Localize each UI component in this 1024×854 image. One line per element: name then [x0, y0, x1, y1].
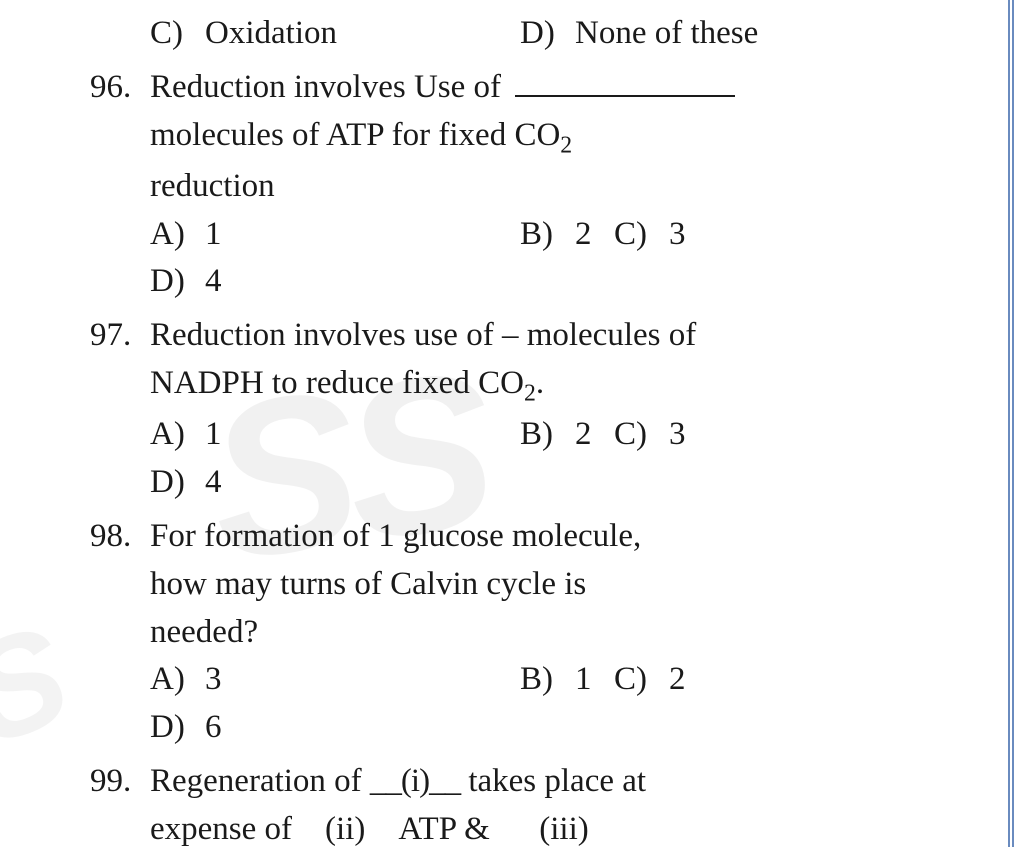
question-99: 99. Regeneration of __(i)__ takes place … — [90, 758, 984, 854]
q99-line1a: Regeneration of — [150, 763, 370, 799]
q96-option-c: C)3 — [614, 211, 984, 259]
subscript: 2 — [524, 381, 536, 407]
option-label: B) — [520, 656, 575, 704]
q99-line2a: expense of — [150, 811, 292, 847]
q98-option-a: A)3 — [150, 656, 520, 704]
question-text: Regeneration of __(i)__ takes place at e… — [150, 758, 984, 854]
q97-line2-end: . — [536, 365, 544, 401]
option-label: D) — [150, 459, 205, 507]
q97-options: A)1 B)2 C)3 D)4 — [90, 411, 984, 507]
question-text: Reduction involves Use of molecules of A… — [150, 64, 984, 211]
question-97: 97. Reduction involves use of – molecule… — [90, 312, 984, 411]
q99-line2b: ATP & — [398, 811, 489, 847]
option-label: B) — [520, 411, 575, 459]
option-text: 2 — [575, 411, 592, 459]
prev-option-c: C) Oxidation — [150, 10, 520, 58]
question-text: Reduction involves use of – molecules of… — [150, 312, 984, 411]
q97-line1: Reduction involves use of – molecules of — [150, 317, 696, 353]
option-label: A) — [150, 211, 205, 259]
q99-line1b: takes place at — [460, 763, 646, 799]
option-text: 3 — [669, 411, 686, 459]
option-text: 6 — [205, 704, 222, 752]
question-98: 98. For formation of 1 glucose molecule,… — [90, 513, 984, 657]
prev-option-d: D) None of these — [520, 10, 758, 58]
q98-options: A)3 B)1 C)2 D)6 — [90, 656, 984, 752]
q96-option-d: D)4 — [150, 258, 984, 306]
q98-line1: For formation of 1 glucose molecule, — [150, 518, 641, 554]
right-double-border — [1008, 0, 1014, 847]
option-label: A) — [150, 411, 205, 459]
q97-option-a: A)1 — [150, 411, 520, 459]
roman-blank-i: __(i)__ — [370, 763, 460, 799]
option-text: 4 — [205, 459, 222, 507]
q98-line3: needed? — [150, 614, 258, 650]
question-number: 98. — [90, 513, 150, 657]
option-label: C) — [150, 10, 205, 58]
question-96: 96. Reduction involves Use of molecules … — [90, 64, 984, 211]
option-text: 3 — [669, 211, 686, 259]
document-content: C) Oxidation D) None of these 96. Reduct… — [90, 10, 984, 854]
q97-line2a: NADPH to reduce fixed CO — [150, 365, 524, 401]
q97-option-d: D)4 — [150, 459, 984, 507]
question-number: 99. — [90, 758, 150, 854]
roman-blank-ii: (ii) — [325, 811, 365, 847]
option-text: 2 — [669, 656, 686, 704]
option-label: C) — [614, 411, 669, 459]
option-text: None of these — [575, 10, 758, 58]
q96-options: A)1 B)2 C)3 D)4 — [90, 211, 984, 307]
option-text: 1 — [205, 411, 222, 459]
question-number: 97. — [90, 312, 150, 411]
q96-line3: reduction — [150, 168, 275, 204]
option-text: 4 — [205, 258, 222, 306]
q98-line2: how may turns of Calvin cycle is — [150, 566, 586, 602]
q97-option-b: B)2 — [520, 411, 614, 459]
q98-option-d: D)6 — [150, 704, 984, 752]
q98-option-c: C)2 — [614, 656, 984, 704]
option-text: 2 — [575, 211, 592, 259]
prev-question-options: C) Oxidation D) None of these — [90, 10, 984, 58]
subscript: 2 — [560, 132, 572, 158]
option-label: D) — [150, 704, 205, 752]
option-label: A) — [150, 656, 205, 704]
watermark-partial: ES — [0, 593, 89, 809]
option-label: B) — [520, 211, 575, 259]
question-text: For formation of 1 glucose molecule, how… — [150, 513, 984, 657]
option-text: Oxidation — [205, 10, 337, 58]
roman-blank-iii: (iii) — [539, 811, 588, 847]
option-text: 3 — [205, 656, 222, 704]
option-label: C) — [614, 656, 669, 704]
option-text: 1 — [205, 211, 222, 259]
q96-line2a: molecules of ATP for fixed CO — [150, 117, 560, 153]
option-label: C) — [614, 211, 669, 259]
option-label: D) — [150, 258, 205, 306]
option-text: 1 — [575, 656, 592, 704]
q96-option-a: A)1 — [150, 211, 520, 259]
question-number: 96. — [90, 64, 150, 211]
fill-blank — [515, 95, 735, 97]
option-label: D) — [520, 10, 575, 58]
q97-option-c: C)3 — [614, 411, 984, 459]
q96-line1: Reduction involves Use of — [150, 69, 509, 105]
q96-option-b: B)2 — [520, 211, 614, 259]
q98-option-b: B)1 — [520, 656, 614, 704]
